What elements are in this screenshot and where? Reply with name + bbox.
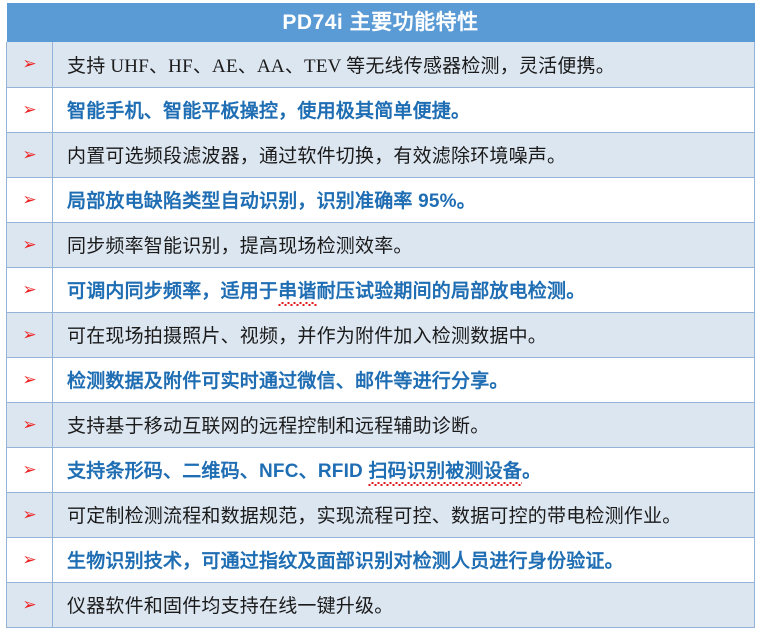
bullet-cell: ➢ — [6, 582, 53, 628]
feature-row: ➢ 可在现场拍摄照片、视频，并作为附件加入检测数据中。 — [6, 312, 755, 358]
arrowhead-bullet-icon: ➢ — [22, 279, 37, 300]
feature-text-cell: 支持条形码、二维码、NFC、RFID 扫码识别被测设备。 — [52, 447, 755, 493]
feature-text-cell: 同步频率智能识别，提高现场检测效率。 — [52, 222, 755, 268]
feature-text: 检测数据及附件可实时通过微信、邮件等进行分享。 — [67, 371, 509, 392]
feature-text-cell: 生物识别技术，可通过指纹及面部识别对检测人员进行身份验证。 — [52, 537, 755, 583]
bullet-cell: ➢ — [6, 447, 53, 493]
arrowhead-bullet-icon: ➢ — [22, 369, 37, 390]
feature-text-cell: 支持 UHF、HF、AE、AA、TEV 等无线传感器检测，灵活便携。 — [52, 42, 755, 88]
feature-text: 支持条形码、二维码、NFC、RFID 扫码识别被测设备。 — [67, 461, 541, 486]
arrowhead-bullet-icon: ➢ — [22, 234, 37, 255]
feature-row: ➢ 同步频率智能识别，提高现场检测效率。 — [6, 222, 755, 268]
feature-text: 支持基于移动互联网的远程控制和远程辅助诊断。 — [67, 416, 490, 437]
feature-table: PD74i 主要功能特性 ➢ 支持 UHF、HF、AE、AA、TEV 等无线传感器… — [6, 3, 755, 628]
feature-row: ➢ 内置可选频段滤波器，通过软件切换，有效滤除环境噪声。 — [6, 132, 755, 178]
bullet-cell: ➢ — [6, 357, 53, 403]
feature-text-cell: 检测数据及附件可实时通过微信、邮件等进行分享。 — [52, 357, 755, 403]
feature-text-cell: 智能手机、智能平板操控，使用极其简单便捷。 — [52, 87, 755, 133]
feature-text-cell: 局部放电缺陷类型自动识别，识别准确率 95%。 — [52, 177, 755, 223]
feature-row: ➢ 生物识别技术，可通过指纹及面部识别对检测人员进行身份验证。 — [6, 537, 755, 583]
feature-row: ➢ 支持基于移动互联网的远程控制和远程辅助诊断。 — [6, 402, 755, 448]
feature-row: ➢ 支持条形码、二维码、NFC、RFID 扫码识别被测设备。 — [6, 447, 755, 493]
feature-text-cell: 可调内同步频率，适用于串谐耐压试验期间的局部放电检测。 — [52, 267, 755, 313]
arrowhead-bullet-icon: ➢ — [22, 54, 37, 75]
bullet-cell: ➢ — [6, 177, 53, 223]
arrowhead-bullet-icon: ➢ — [22, 414, 37, 435]
bullet-cell: ➢ — [6, 537, 53, 583]
bullet-cell: ➢ — [6, 132, 53, 178]
feature-text-cell: 仪器软件和固件均支持在线一键升级。 — [52, 582, 755, 628]
feature-text: 生物识别技术，可通过指纹及面部识别对检测人员进行身份验证。 — [67, 551, 624, 572]
feature-text-cell: 可定制检测流程和数据规范，实现流程可控、数据可控的带电检测作业。 — [52, 492, 755, 538]
feature-text: 内置可选频段滤波器，通过软件切换，有效滤除环境噪声。 — [67, 146, 567, 167]
feature-text: 局部放电缺陷类型自动识别，识别准确率 95%。 — [67, 191, 476, 212]
bullet-cell: ➢ — [6, 87, 53, 133]
feature-text: 可定制检测流程和数据规范，实现流程可控、数据可控的带电检测作业。 — [67, 506, 682, 527]
bullet-cell: ➢ — [6, 312, 53, 358]
bullet-cell: ➢ — [6, 267, 53, 313]
bullet-cell: ➢ — [6, 402, 53, 448]
spellcheck-underline: 扫码识别被测设备 — [368, 456, 522, 486]
feature-text: 仪器软件和固件均支持在线一键升级。 — [67, 596, 394, 617]
page-title: PD74i 主要功能特性 — [6, 3, 755, 42]
feature-text: 同步频率智能识别，提高现场检测效率。 — [67, 236, 413, 257]
bullet-cell: ➢ — [6, 222, 53, 268]
bullet-cell: ➢ — [6, 492, 53, 538]
bullet-cell: ➢ — [6, 42, 53, 88]
feature-row: ➢ 可调内同步频率，适用于串谐耐压试验期间的局部放电检测。 — [6, 267, 755, 313]
feature-table-body: PD74i 主要功能特性 ➢ 支持 UHF、HF、AE、AA、TEV 等无线传感器… — [6, 3, 755, 628]
spellcheck-underline: 串谐 — [278, 276, 318, 306]
feature-text: 支持 UHF、HF、AE、AA、TEV 等无线传感器检测，灵活便携。 — [67, 55, 615, 77]
arrowhead-bullet-icon: ➢ — [22, 189, 37, 210]
feature-text: 智能手机、智能平板操控，使用极其简单便捷。 — [67, 101, 471, 122]
feature-row: ➢ 仪器软件和固件均支持在线一键升级。 — [6, 582, 755, 628]
arrowhead-bullet-icon: ➢ — [22, 504, 37, 525]
feature-row: ➢ 支持 UHF、HF、AE、AA、TEV 等无线传感器检测，灵活便携。 — [6, 42, 755, 88]
arrowhead-bullet-icon: ➢ — [22, 144, 37, 165]
arrowhead-bullet-icon: ➢ — [22, 459, 37, 480]
table-header-row: PD74i 主要功能特性 — [6, 3, 755, 42]
feature-row: ➢ 可定制检测流程和数据规范，实现流程可控、数据可控的带电检测作业。 — [6, 492, 755, 538]
feature-row: ➢ 局部放电缺陷类型自动识别，识别准确率 95%。 — [6, 177, 755, 223]
feature-text: 可调内同步频率，适用于串谐耐压试验期间的局部放电检测。 — [67, 281, 585, 306]
feature-row: ➢ 智能手机、智能平板操控，使用极其简单便捷。 — [6, 87, 755, 133]
table-header-cell: PD74i 主要功能特性 — [6, 3, 755, 42]
feature-text-cell: 内置可选频段滤波器，通过软件切换，有效滤除环境噪声。 — [52, 132, 755, 178]
arrowhead-bullet-icon: ➢ — [22, 594, 37, 615]
feature-text-cell: 可在现场拍摄照片、视频，并作为附件加入检测数据中。 — [52, 312, 755, 358]
feature-row: ➢ 检测数据及附件可实时通过微信、邮件等进行分享。 — [6, 357, 755, 403]
feature-text-cell: 支持基于移动互联网的远程控制和远程辅助诊断。 — [52, 402, 755, 448]
arrowhead-bullet-icon: ➢ — [22, 324, 37, 345]
feature-text: 可在现场拍摄照片、视频，并作为附件加入检测数据中。 — [67, 326, 548, 347]
arrowhead-bullet-icon: ➢ — [22, 99, 37, 120]
arrowhead-bullet-icon: ➢ — [22, 549, 37, 570]
